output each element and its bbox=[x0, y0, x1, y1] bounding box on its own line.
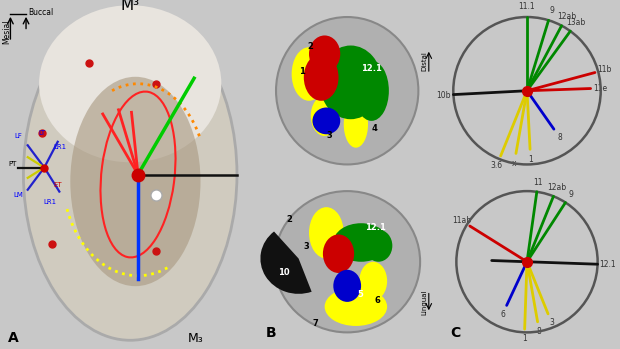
Text: 4: 4 bbox=[371, 124, 378, 133]
Text: 6: 6 bbox=[375, 297, 381, 305]
Text: 13ab: 13ab bbox=[567, 18, 586, 28]
Ellipse shape bbox=[274, 191, 420, 332]
Wedge shape bbox=[260, 231, 312, 294]
Ellipse shape bbox=[39, 5, 221, 162]
Text: 5: 5 bbox=[358, 290, 363, 299]
Text: PT: PT bbox=[9, 161, 17, 167]
Text: 12ab: 12ab bbox=[547, 183, 567, 192]
Ellipse shape bbox=[309, 207, 343, 259]
Text: 1: 1 bbox=[299, 67, 304, 76]
Ellipse shape bbox=[276, 17, 418, 164]
Text: Buccal: Buccal bbox=[29, 8, 54, 17]
Ellipse shape bbox=[309, 36, 340, 72]
Text: M³: M³ bbox=[121, 0, 140, 14]
Text: 2: 2 bbox=[308, 42, 313, 51]
Ellipse shape bbox=[334, 223, 389, 262]
Text: M₃: M₃ bbox=[187, 332, 203, 345]
Text: 11b: 11b bbox=[598, 65, 612, 74]
Ellipse shape bbox=[360, 262, 387, 300]
Text: 11: 11 bbox=[533, 178, 543, 187]
Ellipse shape bbox=[354, 61, 389, 121]
Text: 3: 3 bbox=[304, 242, 309, 251]
Text: 8: 8 bbox=[557, 133, 562, 142]
Text: 7: 7 bbox=[312, 319, 318, 328]
Text: LR1: LR1 bbox=[43, 199, 56, 206]
Ellipse shape bbox=[24, 9, 237, 340]
Text: 9: 9 bbox=[549, 6, 554, 15]
Text: B: B bbox=[265, 326, 277, 340]
Ellipse shape bbox=[325, 288, 387, 326]
Text: 11.1: 11.1 bbox=[519, 2, 535, 12]
Text: LF: LF bbox=[14, 133, 22, 139]
Text: Lingual: Lingual bbox=[421, 289, 427, 315]
Text: LM: LM bbox=[13, 192, 23, 199]
Text: 9: 9 bbox=[569, 190, 573, 199]
Text: A: A bbox=[8, 331, 19, 345]
Ellipse shape bbox=[319, 45, 382, 119]
Text: 12.1: 12.1 bbox=[365, 223, 386, 232]
Ellipse shape bbox=[304, 54, 339, 101]
Ellipse shape bbox=[312, 107, 340, 134]
Text: x: x bbox=[512, 159, 516, 168]
Text: 3: 3 bbox=[326, 131, 332, 140]
Text: ET: ET bbox=[53, 182, 61, 188]
Text: C: C bbox=[450, 326, 460, 340]
Ellipse shape bbox=[291, 47, 326, 101]
Ellipse shape bbox=[311, 96, 339, 136]
Ellipse shape bbox=[70, 77, 200, 286]
Text: Distal: Distal bbox=[421, 51, 427, 70]
Text: 3: 3 bbox=[549, 318, 554, 327]
Text: 11ab: 11ab bbox=[452, 216, 471, 225]
Text: 10b: 10b bbox=[436, 91, 451, 99]
Text: 2: 2 bbox=[286, 215, 292, 224]
Ellipse shape bbox=[334, 270, 361, 302]
Ellipse shape bbox=[323, 235, 354, 273]
Text: 1: 1 bbox=[522, 334, 526, 343]
Text: 1: 1 bbox=[528, 155, 533, 164]
Text: Mesial: Mesial bbox=[2, 20, 11, 44]
Text: 6: 6 bbox=[500, 310, 505, 319]
Text: 8: 8 bbox=[537, 327, 542, 336]
Text: 12ab: 12ab bbox=[557, 12, 576, 21]
Ellipse shape bbox=[343, 101, 368, 148]
Text: LR1: LR1 bbox=[53, 143, 66, 150]
Text: 12.1: 12.1 bbox=[361, 64, 382, 73]
Ellipse shape bbox=[365, 230, 392, 262]
Text: 11e: 11e bbox=[593, 84, 608, 93]
Text: 3.6: 3.6 bbox=[491, 161, 503, 170]
Text: LT: LT bbox=[38, 129, 45, 136]
Text: 10: 10 bbox=[278, 268, 290, 277]
Text: 12.1: 12.1 bbox=[599, 260, 616, 269]
